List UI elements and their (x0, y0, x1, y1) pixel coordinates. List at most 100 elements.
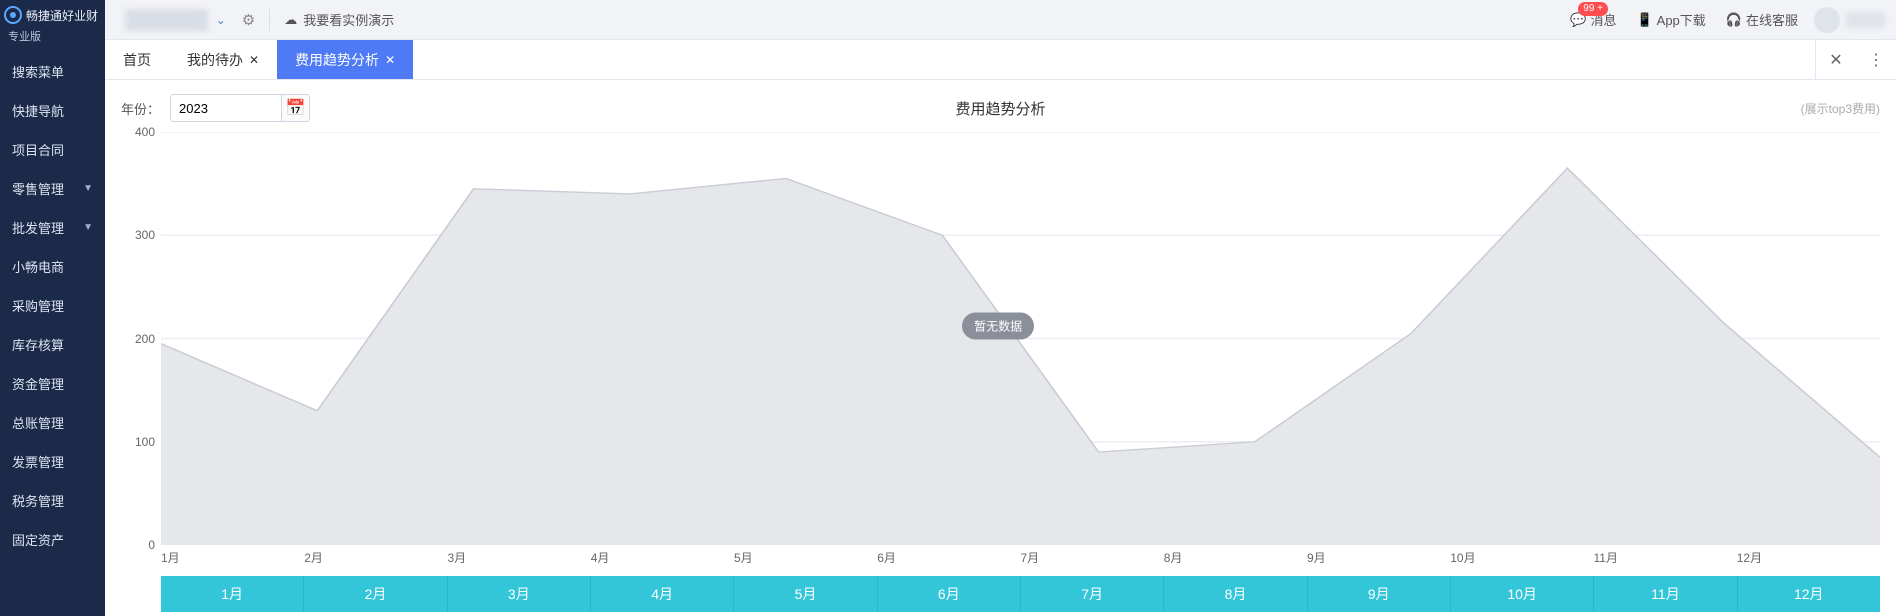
demo-link[interactable]: ☁ 我要看实例演示 (284, 10, 394, 29)
sidebar-item-6[interactable]: 采购管理 (0, 286, 105, 325)
x-tick: 6月 (877, 545, 1020, 566)
sidebar-item-11[interactable]: 税务管理 (0, 481, 105, 520)
phone-icon: 📱 (1636, 12, 1652, 28)
cloud-icon: ☁ (284, 12, 297, 28)
filter-row: 年份： 📅 费用趋势分析 (展示top3费用) (121, 94, 1880, 122)
messages-badge: 99 + (1578, 2, 1608, 16)
month-cell-6[interactable]: 6月 (878, 576, 1021, 612)
sidebar-item-label: 零售管理 (12, 179, 64, 198)
chart-plot: 暂无数据 (161, 132, 1880, 545)
y-tick: 0 (148, 538, 155, 552)
x-tick: 10月 (1450, 545, 1593, 566)
chevron-down-icon: ▼ (83, 222, 93, 233)
download-button[interactable]: 📱 App下载 (1636, 10, 1705, 29)
brand-logo: 畅捷通好业财 (0, 0, 105, 28)
close-icon[interactable]: ✕ (249, 53, 259, 67)
x-tick: 3月 (448, 545, 591, 566)
tab-1[interactable]: 我的待办 ✕ (169, 40, 277, 79)
month-cell-11[interactable]: 11月 (1594, 576, 1737, 612)
sidebar-item-label: 资金管理 (12, 374, 64, 393)
sidebar-item-label: 税务管理 (12, 491, 64, 510)
headset-icon: 🎧 (1726, 12, 1742, 28)
chart-subtitle: (展示top3费用) (1801, 100, 1880, 117)
chart-title: 费用趋势分析 (955, 98, 1045, 119)
content: 年份： 📅 费用趋势分析 (展示top3费用) 0100200300400 暂无… (105, 80, 1896, 616)
sidebar-item-9[interactable]: 总账管理 (0, 403, 105, 442)
month-strip: 1月2月3月4月5月6月7月8月9月10月11月12月 (161, 576, 1880, 612)
gear-icon[interactable]: ⚙ (242, 11, 255, 29)
sidebar-item-8[interactable]: 资金管理 (0, 364, 105, 403)
x-tick: 12月 (1737, 545, 1880, 566)
year-input[interactable] (171, 95, 281, 121)
x-tick: 7月 (1021, 545, 1164, 566)
sidebar: 畅捷通好业财 专业版 搜索菜单快捷导航项目合同零售管理▼批发管理▼小畅电商采购管… (0, 0, 105, 616)
user-name-masked (1846, 12, 1886, 28)
calendar-icon[interactable]: 📅 (281, 95, 309, 121)
chart-tooltip: 暂无数据 (962, 313, 1034, 340)
sidebar-item-1[interactable]: 快捷导航 (0, 91, 105, 130)
chart-area: 0100200300400 暂无数据 (121, 132, 1880, 545)
month-cell-3[interactable]: 3月 (448, 576, 591, 612)
org-name-masked: XXXX (125, 9, 208, 31)
month-cell-10[interactable]: 10月 (1451, 576, 1594, 612)
tabbar: 首页 我的待办 ✕ 费用趋势分析 ✕ ✕ ⋮ (105, 40, 1896, 80)
tab-controls: ✕ ⋮ (1815, 40, 1896, 79)
brand-edition: 专业版 (0, 28, 105, 52)
x-tick: 8月 (1164, 545, 1307, 566)
support-button[interactable]: 🎧 在线客服 (1726, 10, 1798, 29)
y-tick: 400 (135, 125, 155, 139)
tab-2[interactable]: 费用趋势分析 ✕ (277, 40, 413, 79)
month-cell-4[interactable]: 4月 (591, 576, 734, 612)
tab-label: 我的待办 (187, 50, 243, 70)
sidebar-item-label: 小畅电商 (12, 257, 64, 276)
sidebar-item-label: 采购管理 (12, 296, 64, 315)
main: XXXX ⌄ ⚙ ☁ 我要看实例演示 99 + 💬 消息 📱 App下载 🎧 在… (105, 0, 1896, 616)
org-selector[interactable]: XXXX ⌄ (115, 5, 236, 35)
month-cell-12[interactable]: 12月 (1738, 576, 1880, 612)
sidebar-item-label: 快捷导航 (12, 101, 64, 120)
support-label: 在线客服 (1746, 10, 1798, 29)
sidebar-item-3[interactable]: 零售管理▼ (0, 169, 105, 208)
y-tick: 100 (135, 435, 155, 449)
year-label: 年份： (121, 99, 160, 118)
sidebar-item-7[interactable]: 库存核算 (0, 325, 105, 364)
sidebar-item-label: 固定资产 (12, 530, 64, 549)
y-tick: 200 (135, 332, 155, 346)
demo-label: 我要看实例演示 (303, 10, 394, 29)
chevron-down-icon: ⌄ (216, 13, 226, 27)
topbar: XXXX ⌄ ⚙ ☁ 我要看实例演示 99 + 💬 消息 📱 App下载 🎧 在… (105, 0, 1896, 40)
sidebar-item-2[interactable]: 项目合同 (0, 130, 105, 169)
tab-label: 首页 (123, 50, 151, 70)
sidebar-item-5[interactable]: 小畅电商 (0, 247, 105, 286)
tab-menu-button[interactable]: ⋮ (1856, 50, 1896, 70)
month-cell-2[interactable]: 2月 (304, 576, 447, 612)
month-cell-1[interactable]: 1月 (161, 576, 304, 612)
sidebar-item-10[interactable]: 发票管理 (0, 442, 105, 481)
x-tick: 11月 (1594, 545, 1737, 566)
sidebar-item-label: 搜索菜单 (12, 62, 64, 81)
brand-icon (4, 6, 22, 24)
x-tick: 5月 (734, 545, 877, 566)
brand-name: 畅捷通好业财 (26, 7, 98, 24)
y-axis: 0100200300400 (121, 132, 161, 545)
sidebar-item-4[interactable]: 批发管理▼ (0, 208, 105, 247)
divider (269, 9, 270, 31)
close-icon[interactable]: ✕ (385, 53, 395, 67)
year-input-wrap: 📅 (170, 94, 310, 122)
x-tick: 1月 (161, 545, 304, 566)
close-all-tabs-button[interactable]: ✕ (1816, 50, 1856, 70)
sidebar-item-12[interactable]: 固定资产 (0, 520, 105, 559)
sidebar-item-label: 总账管理 (12, 413, 64, 432)
month-cell-9[interactable]: 9月 (1308, 576, 1451, 612)
sidebar-item-0[interactable]: 搜索菜单 (0, 52, 105, 91)
x-axis: 1月2月3月4月5月6月7月8月9月10月11月12月 (161, 545, 1880, 566)
month-cell-7[interactable]: 7月 (1021, 576, 1164, 612)
avatar[interactable] (1814, 7, 1840, 33)
month-cell-5[interactable]: 5月 (734, 576, 877, 612)
tab-0[interactable]: 首页 (105, 40, 169, 79)
messages-button[interactable]: 99 + 💬 消息 (1570, 10, 1616, 29)
sidebar-item-label: 发票管理 (12, 452, 64, 471)
month-cell-8[interactable]: 8月 (1164, 576, 1307, 612)
tab-label: 费用趋势分析 (295, 50, 379, 70)
sidebar-item-label: 项目合同 (12, 140, 64, 159)
